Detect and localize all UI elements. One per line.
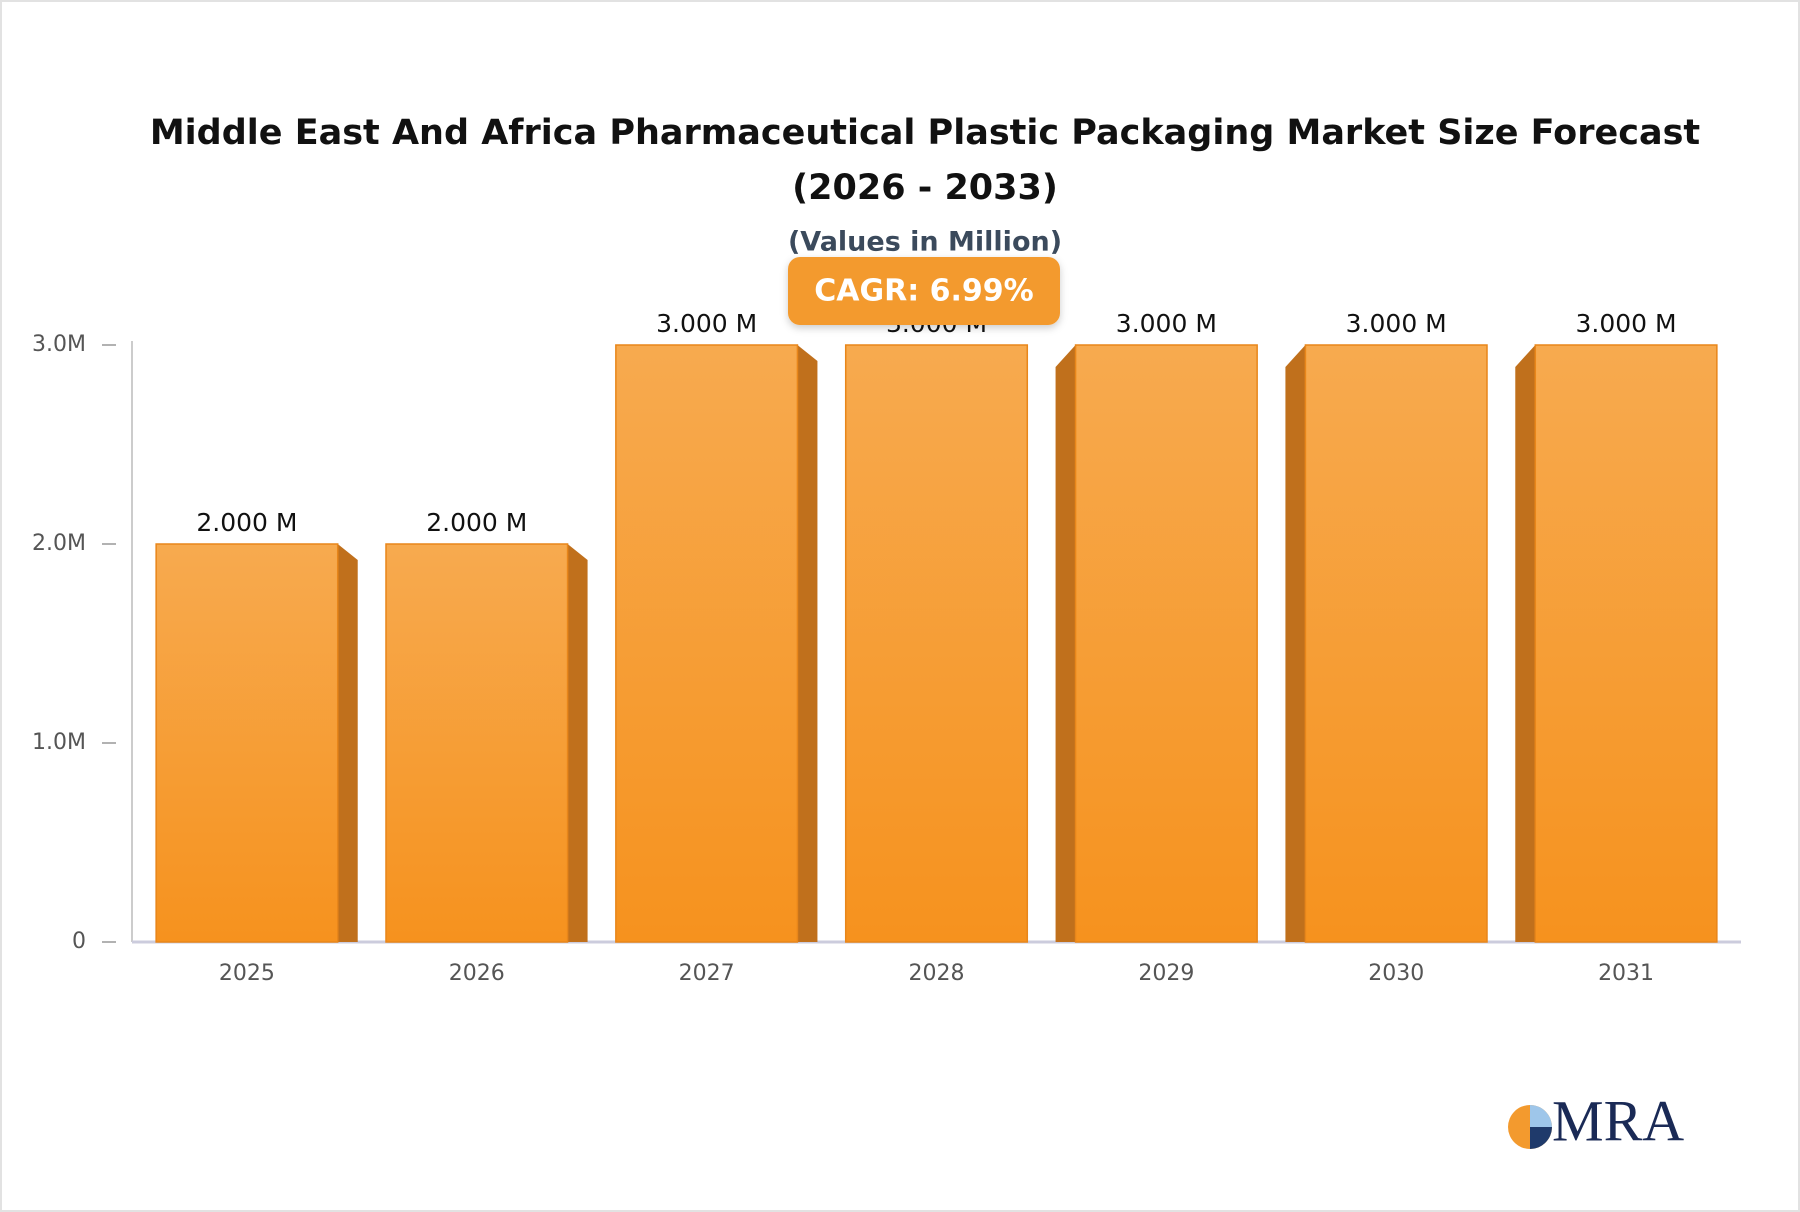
- bar-side: [797, 345, 818, 942]
- x-tick-label: 2031: [1598, 961, 1654, 986]
- chart-title: Middle East And Africa Pharmaceutical Pl…: [150, 113, 1700, 153]
- logo-icon-part: [1530, 1127, 1552, 1149]
- bar: [155, 543, 339, 943]
- x-tick-label: 2025: [219, 961, 275, 986]
- chart-title-line2: (2026 - 2033): [792, 168, 1058, 208]
- logo: MRA: [1508, 1088, 1684, 1153]
- bar: [1304, 344, 1488, 943]
- y-tick-label: 2.0M: [32, 531, 86, 556]
- y-tick-label: 1.0M: [32, 730, 86, 755]
- bar: [615, 344, 799, 943]
- value-label: 2.000 M: [426, 508, 527, 537]
- x-tick-label: 2026: [449, 961, 505, 986]
- logo-text: MRA: [1552, 1088, 1684, 1153]
- value-label: 3.000 M: [656, 309, 757, 338]
- cagr-label: CAGR: 6.99%: [814, 274, 1033, 309]
- plot: 0 1.0M 2.0M 3.0M 2.000 M 2025 2.000 M 2026 3.000…: [32, 309, 1741, 986]
- value-label: 3.000 M: [1346, 309, 1447, 338]
- bar-side: [567, 544, 588, 942]
- y-tick-label: 0: [72, 929, 86, 954]
- x-tick-label: 2028: [909, 961, 965, 986]
- value-label: 3.000 M: [1576, 309, 1677, 338]
- logo-icon-part: [1530, 1105, 1552, 1127]
- value-label: 3.000 M: [1116, 309, 1217, 338]
- bar: [385, 543, 569, 943]
- overlay: CAGR: 6.99%: [788, 257, 1060, 325]
- bar-side: [1285, 345, 1306, 942]
- x-tick-label: 2027: [679, 961, 735, 986]
- bar-side: [1055, 345, 1076, 942]
- x-tick-label: 2030: [1368, 961, 1424, 986]
- value-label: 2.000 M: [196, 508, 297, 537]
- cagr-badge: [788, 257, 1060, 325]
- x-tick-label: 2029: [1138, 961, 1194, 986]
- bar: [844, 344, 1029, 943]
- y-tick-label: 3.0M: [32, 332, 86, 357]
- bar: [1534, 344, 1718, 943]
- chart-subtitle: (Values in Million): [788, 227, 1062, 258]
- bar: [1074, 344, 1258, 943]
- bar-side: [1515, 345, 1536, 942]
- bar-side: [337, 544, 358, 942]
